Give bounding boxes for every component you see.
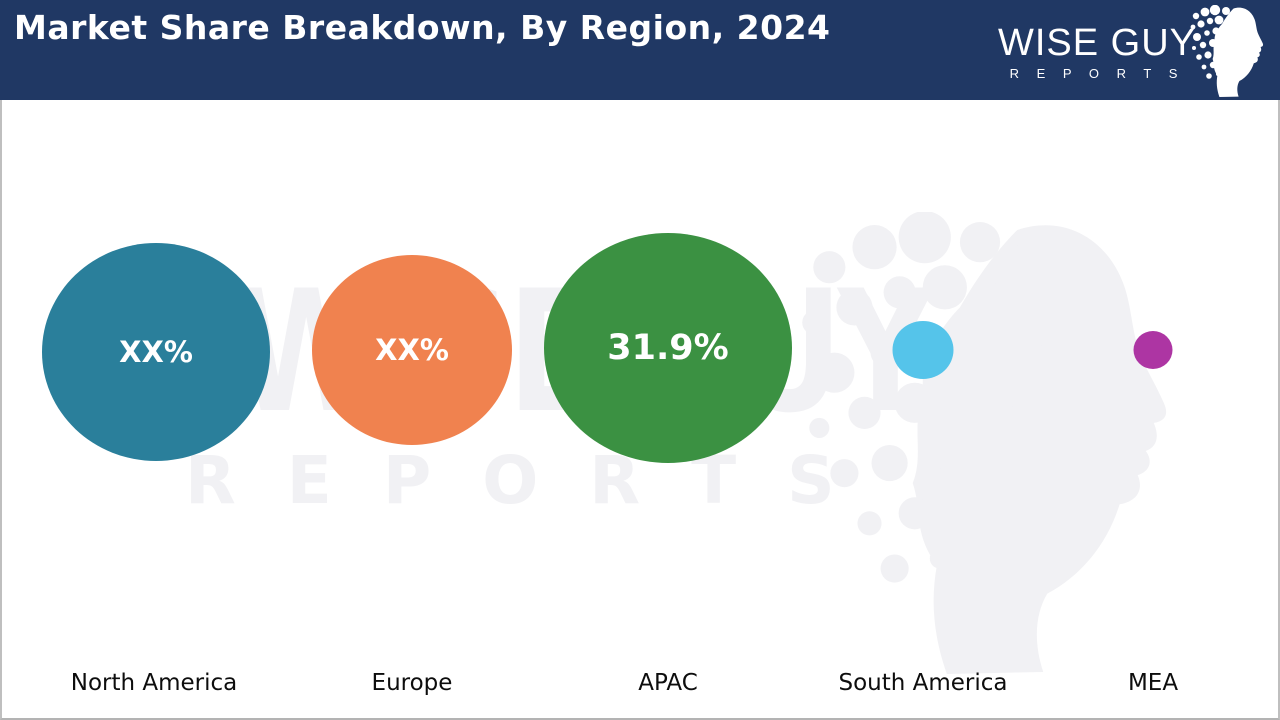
bubble-europe: XX% [312, 255, 512, 445]
bubble-value-europe: XX% [375, 333, 449, 367]
category-label-south-america: South America [838, 670, 1008, 696]
category-label-mea: MEA [1127, 670, 1179, 696]
page-title: Market Share Breakdown, By Region, 2024 [14, 8, 831, 47]
bubble-apac: 31.9% [544, 233, 792, 463]
bubble-north-america: XX% [42, 243, 270, 461]
logo-head-icon [1190, 5, 1264, 97]
category-label-apac: APAC [638, 670, 698, 696]
bubble-mea [1133, 331, 1173, 369]
chart-area: WISE GUY R E P O R T S XX% XX% 31.9% Nor… [0, 100, 1280, 720]
logo-text: WISE GUY R E P O R T S [998, 22, 1196, 81]
bubble-value-apac: 31.9% [607, 328, 729, 368]
logo-name-text: WISE GUY [997, 21, 1196, 64]
bubble-south-america [892, 321, 954, 379]
bubble-value-north-america: XX% [119, 335, 193, 369]
logo-tagline-text: R E P O R T S [1009, 65, 1185, 81]
watermark-reports: R E P O R T S [185, 442, 849, 519]
category-label-north-america: North America [70, 670, 238, 696]
header: Market Share Breakdown, By Region, 2024 … [0, 0, 1280, 100]
category-label-europe: Europe [371, 670, 453, 696]
wise-guy-logo: WISE GUY R E P O R T S [998, 5, 1266, 97]
watermark-head-icon [802, 212, 1167, 674]
